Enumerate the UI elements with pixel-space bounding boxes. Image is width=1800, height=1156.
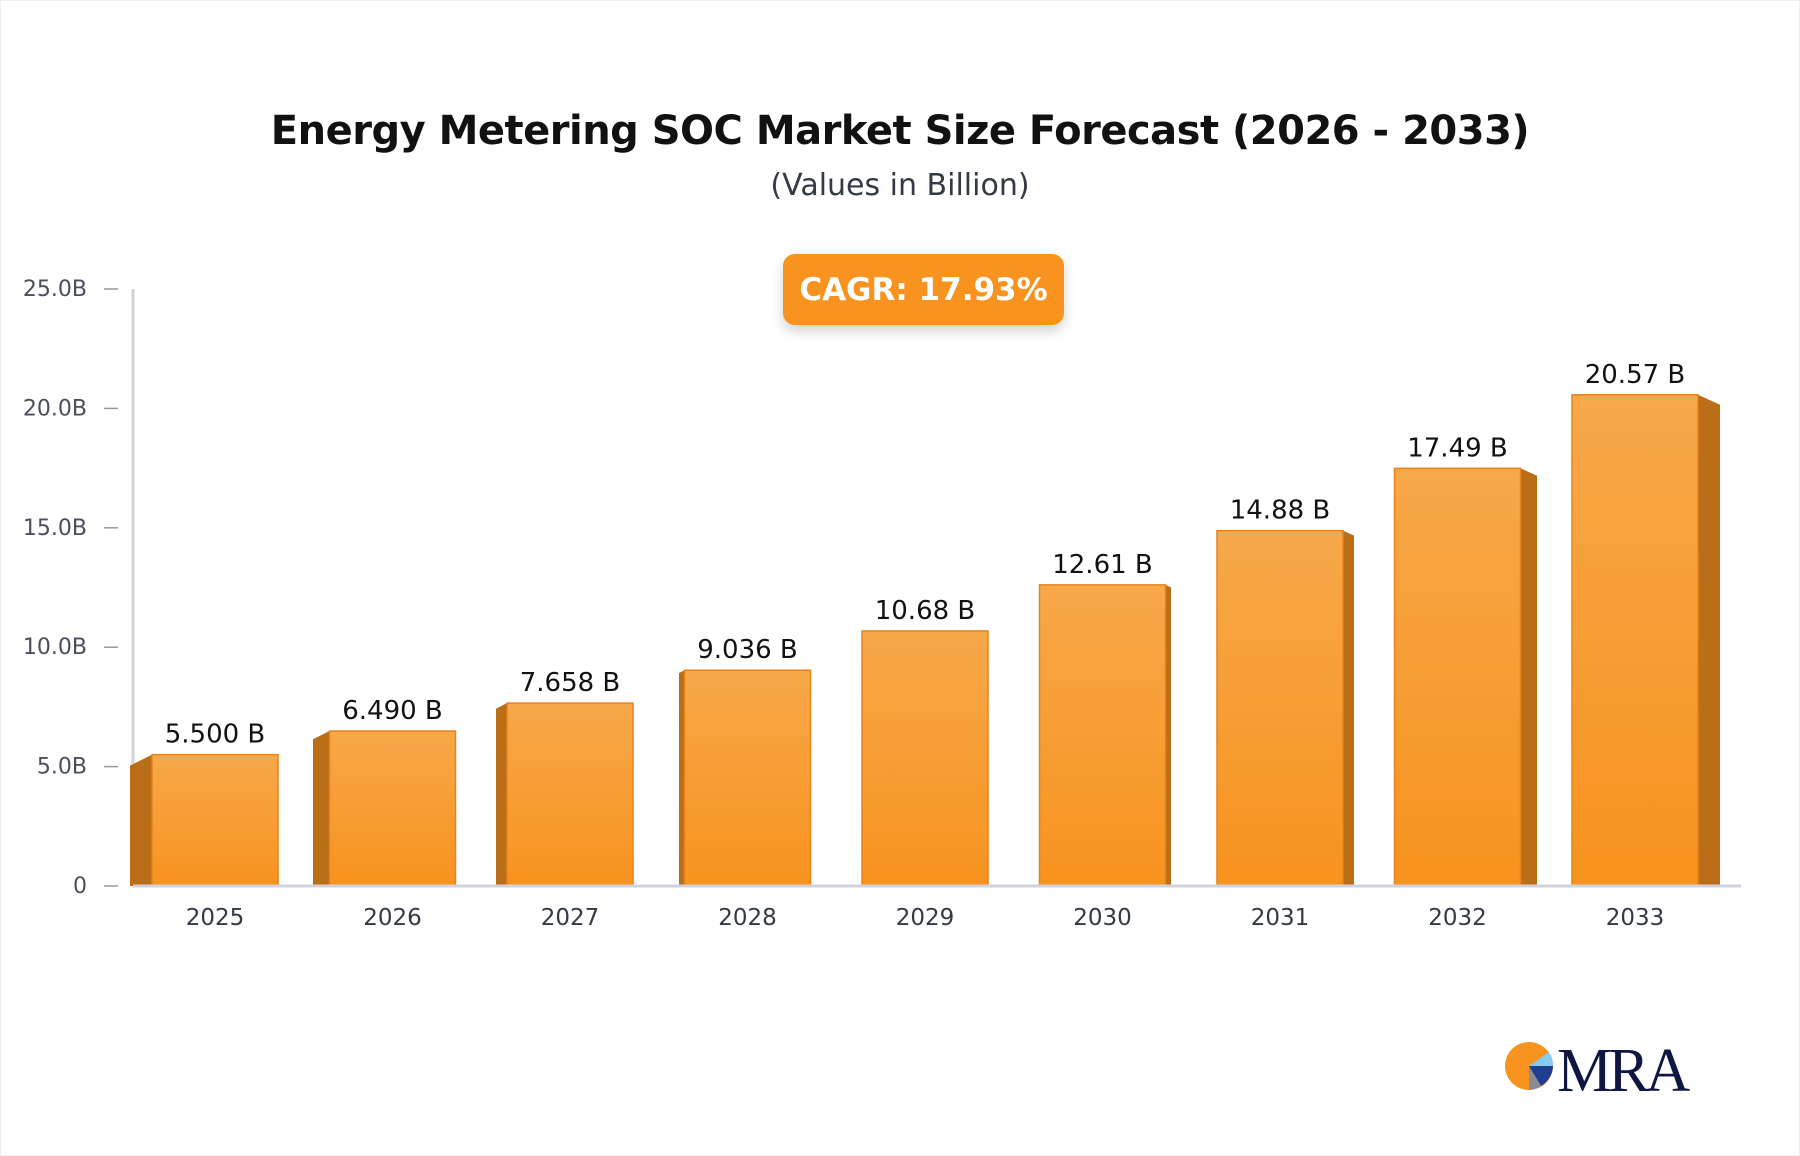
logo-text: MRA bbox=[1557, 1037, 1690, 1105]
data-label: 6.490 B bbox=[342, 696, 443, 726]
x-tick-label: 2028 bbox=[718, 905, 777, 931]
bar-side bbox=[679, 670, 685, 886]
data-label: 10.68 B bbox=[875, 596, 976, 626]
bar-side bbox=[313, 731, 330, 886]
bar bbox=[1038, 584, 1167, 887]
bar-side bbox=[1520, 468, 1537, 886]
x-tick-label: 2033 bbox=[1606, 905, 1665, 931]
chart-subtitle: (Values in Billion) bbox=[770, 168, 1030, 203]
data-label: 14.88 B bbox=[1230, 496, 1331, 526]
bar-side bbox=[496, 703, 507, 886]
x-tick-label: 2025 bbox=[186, 905, 245, 931]
bar-side bbox=[1343, 530, 1354, 886]
data-label: 12.61 B bbox=[1052, 550, 1153, 580]
pie-logo-icon bbox=[1505, 1042, 1554, 1090]
data-label: 17.49 B bbox=[1407, 433, 1508, 463]
data-label: 20.57 B bbox=[1585, 360, 1686, 390]
y-tick-label: 10.0B bbox=[23, 635, 87, 660]
bar bbox=[683, 669, 812, 887]
y-tick-label: 5.0B bbox=[37, 755, 87, 780]
data-label: 5.500 B bbox=[165, 720, 266, 750]
x-tick-label: 2027 bbox=[541, 905, 600, 931]
cagr-badge: CAGR: 17.93% bbox=[783, 254, 1064, 325]
data-label: 7.658 B bbox=[520, 668, 621, 698]
mra-logo: MRA bbox=[1505, 1037, 1705, 1105]
y-tick-label: 15.0B bbox=[23, 516, 87, 541]
data-label: 9.036 B bbox=[697, 635, 798, 665]
bar-side bbox=[1698, 394, 1720, 886]
x-tick-label: 2031 bbox=[1251, 905, 1310, 931]
bar bbox=[506, 702, 634, 887]
bar bbox=[861, 630, 989, 887]
x-tick-label: 2026 bbox=[363, 905, 422, 931]
bar bbox=[1393, 467, 1522, 887]
x-tick-label: 2030 bbox=[1073, 905, 1132, 931]
y-tick-label: 25.0B bbox=[23, 277, 87, 302]
bar bbox=[328, 730, 457, 887]
chart-title: Energy Metering SOC Market Size Forecast… bbox=[270, 108, 1530, 154]
x-tick-label: 2029 bbox=[896, 905, 955, 931]
bar-side bbox=[130, 754, 152, 886]
y-tick-label: 20.0B bbox=[23, 396, 87, 421]
bar bbox=[151, 753, 279, 887]
bar-side bbox=[1165, 584, 1171, 886]
bar bbox=[1216, 529, 1344, 887]
x-tick-label: 2032 bbox=[1428, 905, 1487, 931]
y-tick-label: 0 bbox=[73, 874, 87, 899]
bar bbox=[1571, 394, 1699, 887]
